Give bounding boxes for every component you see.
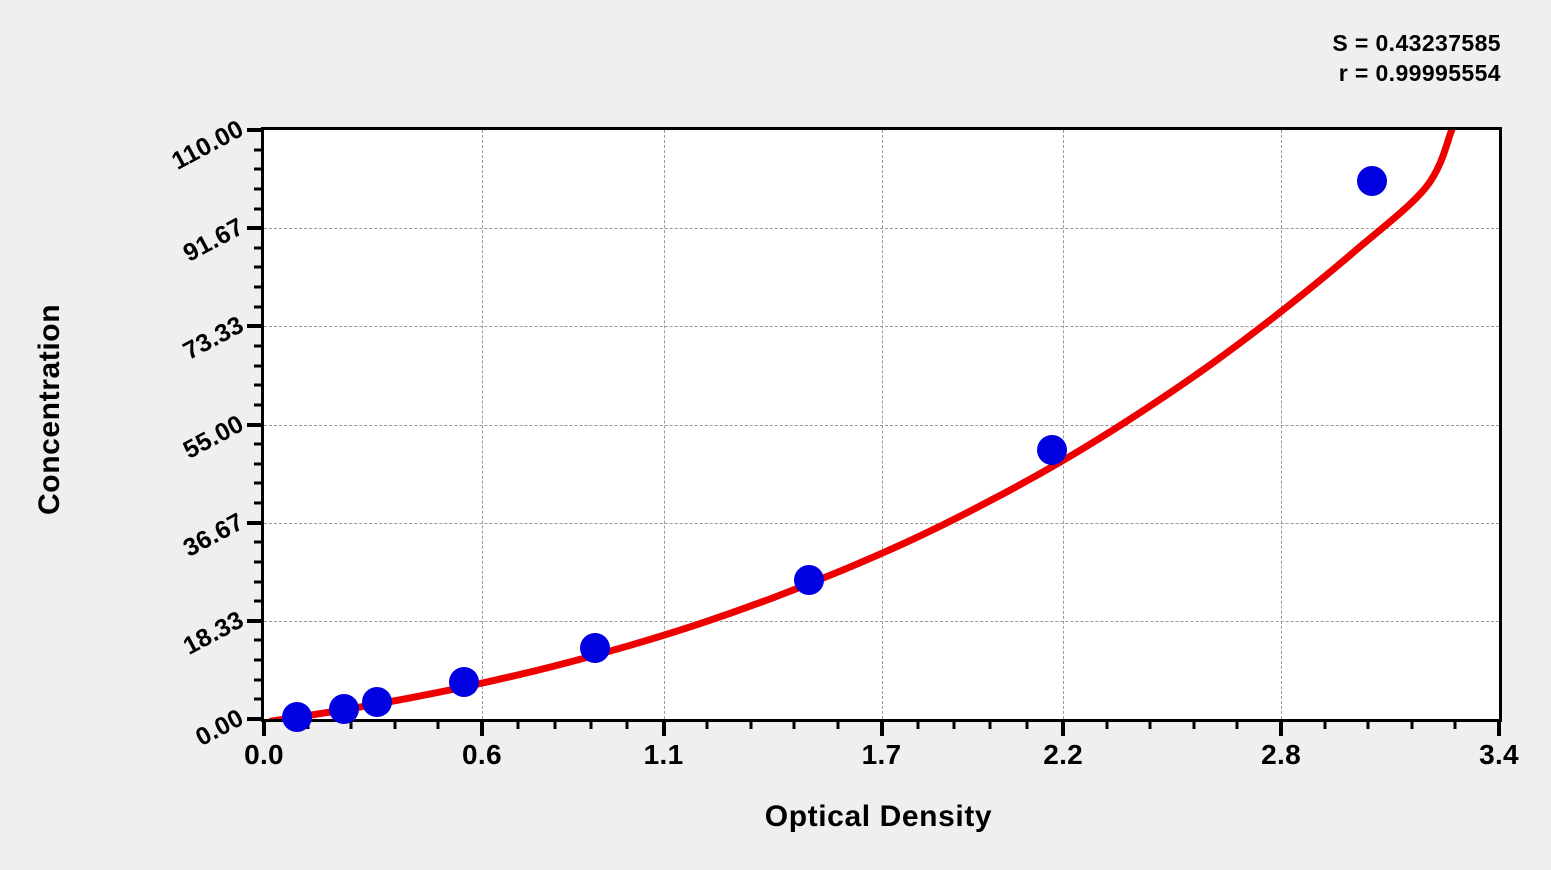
x-axis-tick-minor [516, 719, 520, 729]
x-axis-tick-minor [792, 719, 796, 729]
plot-inner: 0.00 18.33 36.67 55.00 73.33 91.67 110.00 0.0 0.… [167, 115, 1518, 770]
y-axis-tick-label-text: 110.00 [167, 114, 249, 176]
y-axis-tick-label-text: 0.00 [191, 703, 249, 752]
x-axis-tick-minor [349, 719, 353, 729]
y-axis-tick-minor [254, 246, 264, 250]
x-axis-tick-minor [1105, 719, 1109, 729]
y-axis-tick-major [247, 324, 264, 329]
x-axis-tick-minor [1323, 719, 1327, 729]
x-axis-tick-minor [1025, 719, 1029, 729]
x-axis-tick-label: 1.7 [861, 739, 902, 770]
x-axis-tick-label: 1.1 [643, 739, 684, 770]
data-point [579, 632, 610, 663]
x-axis-tick-minor [916, 719, 920, 729]
x-axis-tick-minor [749, 719, 753, 729]
correlation-value: r = 0.99995554 [1338, 60, 1501, 87]
y-axis-tick-minor [254, 599, 264, 603]
y-axis-tick-label-text: 36.67 [178, 507, 249, 563]
y-axis-tick-minor [254, 580, 264, 584]
x-axis-tick-label: 3.4 [1479, 739, 1519, 770]
y-axis-tick-minor [254, 167, 264, 171]
fit-curve-path [268, 130, 1456, 719]
x-axis-tick-minor [952, 719, 956, 729]
data-point [361, 686, 392, 717]
y-axis-tick-minor [254, 678, 264, 682]
y-axis-tick-minor [254, 442, 264, 446]
y-axis-tick-minor [254, 658, 264, 662]
y-axis-tick-minor [254, 403, 264, 407]
y-axis-tick-minor [254, 462, 264, 466]
x-axis-title: Optical Density [764, 800, 993, 833]
y-axis-tick-label-text: 55.00 [178, 409, 249, 464]
y-axis-tick-label-text: 73.33 [178, 311, 249, 366]
y-axis-title: Concentration [33, 303, 66, 515]
y-axis-tick-label-text: 91.67 [178, 212, 249, 268]
y-axis-tick-major [247, 128, 264, 132]
data-point [448, 667, 479, 698]
y-axis-tick-major [247, 618, 264, 623]
x-axis-tick-minor [553, 719, 557, 729]
x-axis-tick-minor [836, 719, 840, 729]
x-axis-tick-major [1061, 719, 1066, 736]
y-axis-tick-minor [254, 187, 264, 191]
plot-area: 0.00 18.33 36.67 55.00 73.33 91.67 110.00 0.0 0.… [167, 115, 1518, 770]
y-axis-tick-minor [254, 481, 264, 485]
data-point [1356, 165, 1387, 196]
y-axis-tick-minor [254, 638, 264, 642]
standard-error-value: S = 0.43237585 [1332, 30, 1501, 56]
y-axis-tick-major [247, 520, 264, 525]
y-axis-tick-minor [254, 265, 264, 269]
x-axis-tick-minor [1148, 719, 1152, 729]
x-axis-tick-minor [625, 719, 629, 729]
y-axis-tick-minor [254, 697, 264, 701]
x-axis-tick-minor [1192, 719, 1196, 729]
y-axis-tick-minor [254, 501, 264, 505]
fit-curve-clip [264, 130, 1499, 719]
x-axis-tick-minor [705, 719, 709, 729]
x-axis-tick-label: 0.6 [462, 739, 502, 770]
y-axis-tick-major [247, 422, 264, 427]
y-axis-tick-minor [254, 285, 264, 289]
x-axis-tick-minor [988, 719, 992, 729]
x-axis-tick-label: 2.8 [1261, 739, 1301, 770]
data-point [281, 701, 312, 732]
y-axis-tick-minor [254, 148, 264, 152]
data-point [793, 564, 824, 595]
data-point [1037, 435, 1068, 466]
x-axis-tick-minor [393, 719, 397, 729]
y-axis-tick-label-text: 18.33 [178, 605, 249, 661]
x-axis-tick-minor [1235, 719, 1239, 729]
x-axis-tick-minor [1453, 719, 1457, 729]
y-axis-tick-major [247, 717, 264, 721]
x-axis-tick-label: 2.2 [1043, 739, 1084, 770]
x-axis-tick-major [879, 719, 884, 736]
y-axis-tick-minor [254, 344, 264, 348]
x-axis-tick-major [1279, 719, 1284, 736]
x-axis-tick-major [479, 719, 484, 736]
fit-statistics: S = 0.43237585 r = 0.99995554 [1332, 28, 1501, 89]
x-axis-tick-major [661, 719, 666, 736]
y-axis-tick-minor [254, 540, 264, 544]
x-axis-tick-major [1497, 719, 1501, 736]
x-axis-tick-major [262, 719, 266, 736]
y-axis-tick-minor [254, 383, 264, 387]
y-axis-tick-minor [254, 364, 264, 368]
x-axis-tick-minor [589, 719, 593, 729]
x-axis-tick-minor [1366, 719, 1370, 729]
x-axis-tick-minor [1410, 719, 1414, 729]
x-axis-tick-label: 0.0 [244, 739, 284, 770]
y-axis-tick-minor [254, 560, 264, 564]
y-axis-tick-minor [254, 207, 264, 211]
x-axis-tick-minor [436, 719, 440, 729]
y-axis-tick-major [247, 226, 264, 231]
data-point [328, 693, 359, 724]
y-axis-tick-minor [254, 305, 264, 309]
fit-curve-layer [268, 130, 1456, 719]
